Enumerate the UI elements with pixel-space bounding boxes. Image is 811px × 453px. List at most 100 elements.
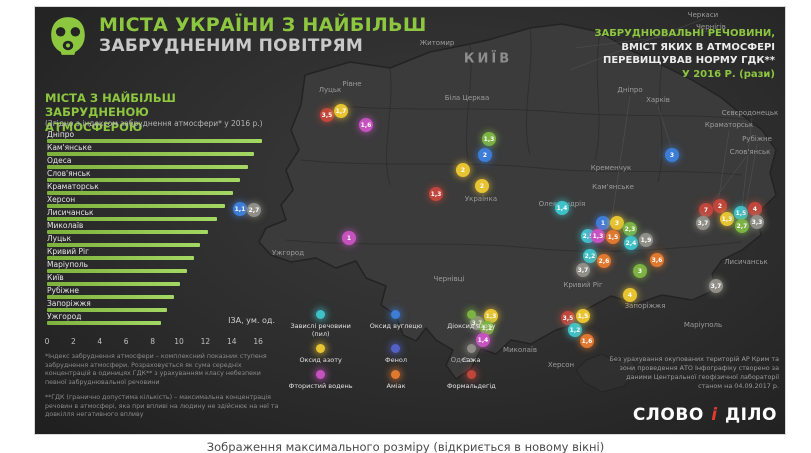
pollutant-bubble-ammonia: 3,6	[650, 253, 664, 267]
legend-item-phenol: Фенол	[362, 344, 429, 364]
legend-dot-co-icon	[391, 310, 401, 319]
bar-row: Маріуполь	[45, 261, 283, 273]
legend: Завислі речовини (пил) Оксид вуглецю Діокс…	[287, 310, 505, 391]
axis-tick: 6	[123, 337, 129, 346]
pollutant-bubble-no2: 1,3	[482, 132, 496, 146]
logo-word1: СЛОВО	[632, 405, 704, 425]
city-label: Маріуполь	[683, 321, 723, 329]
bar	[47, 165, 248, 169]
bar-row: Краматорськ	[45, 183, 283, 195]
page-title-line1: МІСТА УКРАЇНИ З НАЙБІЛЬШ	[99, 14, 427, 37]
bar-row: Київ	[45, 274, 283, 286]
bar	[47, 243, 201, 247]
pollutant-bubble-no: 1,5	[576, 309, 590, 323]
legend-label: Фенол	[385, 356, 407, 365]
source-note-line1: Без урахування окупованих територій АР К…	[609, 355, 779, 372]
city-label: Чернівці	[433, 275, 465, 283]
logo-word2: і	[711, 405, 718, 425]
map-heading-line2: ВМІСТ ЯКИХ В АТМОСФЕРІ	[621, 41, 775, 53]
city-label: Херсон	[547, 361, 575, 369]
bar	[47, 204, 226, 208]
bar-city-label: Запоріжжя	[47, 299, 91, 308]
pollutant-bubble-dust: 1,5	[734, 206, 748, 220]
bar-row: Рубіжне	[45, 287, 283, 299]
legend-item-no2: Діоксид азоту	[438, 310, 505, 338]
bar-city-label: Слов'янськ	[47, 169, 91, 178]
footnote-iza: *Індекс забруднення атмосфери – комплекс…	[45, 353, 267, 386]
axis-tick: 14	[227, 337, 237, 346]
legend-item-hf: Фтористий водень	[287, 370, 354, 390]
pollutant-bubble-dust: 1,4	[555, 201, 569, 215]
pollutant-bubble-no: 3	[610, 216, 624, 230]
bar	[47, 269, 187, 273]
legend-label: Сажа	[462, 356, 481, 365]
legend-dot-soot-icon	[466, 344, 476, 354]
city-label: Житомир	[419, 39, 455, 47]
legend-item-formaldehyde: Формальдегід	[438, 370, 505, 390]
city-label: Лисичанськ	[724, 258, 768, 266]
bar-city-label: Кам'янське	[47, 143, 92, 152]
ukraine-map-svg	[258, 18, 777, 393]
legend-item-dust: Завислі речовини (пил)	[287, 310, 354, 338]
pollutant-bubble-soot: 2,7	[247, 203, 261, 217]
pollutant-bubble-soot: 3,7	[709, 279, 723, 293]
city-label: Кременчук	[590, 164, 632, 172]
ukraine-outline	[258, 23, 777, 380]
pollutant-bubble-soot: 3,7	[696, 216, 710, 230]
pollutant-bubble-co: 1	[596, 216, 610, 230]
legend-item-no: Оксид азоту	[287, 344, 354, 364]
legend-dot-no2-icon	[466, 310, 476, 319]
bar-row: Луцьк	[45, 235, 283, 247]
legend-label: Аміак	[386, 382, 406, 391]
axis-tick: 0	[44, 337, 50, 346]
gas-mask-icon	[51, 17, 85, 55]
pollutant-bubble-no: 1,3	[484, 309, 498, 323]
legend-dot-no-icon	[316, 344, 326, 354]
pollutant-bubble-formaldehyde: 3,5	[561, 311, 575, 325]
city-label: Запоріжжя	[624, 302, 666, 310]
city-label: Чернігів	[696, 23, 726, 31]
bar-chart-title: МІСТА З НАЙБІЛЬШ ЗАБРУДНЕНОЮ АТМОСФЕРОЮ	[45, 91, 176, 134]
pollutant-bubble-formaldehyde: 2	[713, 199, 727, 213]
bar	[47, 191, 234, 195]
city-label: Біла Церква	[444, 94, 490, 102]
bar-row: Запоріжжя	[45, 300, 283, 312]
pollutant-bubble-ammonia: 1,5	[606, 230, 620, 244]
axis-tick: 16	[253, 337, 263, 346]
logo-word3: ДІЛО	[724, 405, 777, 425]
bar-city-label: Херсон	[47, 195, 76, 204]
bar	[47, 178, 240, 182]
ukraine-map: Луцьк Рівне Житомир КИЇВ Біла Церква Черкаси Ч…	[230, 10, 785, 420]
axis-tick: 4	[97, 337, 103, 346]
pollutant-bubble-no: 2	[475, 179, 489, 193]
legend-label: Фтористий водень	[288, 382, 353, 391]
pollutant-bubble-formaldehyde: 3,5	[320, 108, 334, 122]
city-label: Кам'янське	[592, 183, 634, 191]
legend-label: Діоксид азоту	[447, 322, 496, 330]
pollutant-bubble-formaldehyde: 1,3	[429, 187, 443, 201]
bar	[47, 256, 194, 260]
city-label: Кривий Ріг	[563, 281, 603, 289]
pollutant-bubble-co: 1,1	[233, 202, 247, 216]
header: МІСТА УКРАЇНИ З НАЙБІЛЬШ ЗАБРУДНЕНИМ ПОВ…	[47, 14, 427, 57]
full-size-image-link[interactable]: Зображення максимального розміру (відкри…	[206, 440, 605, 453]
pollutant-bubble-formaldehyde: 7	[699, 203, 713, 217]
legend-label: Оксид вуглецю	[369, 322, 423, 330]
legend-item-soot: Сажа	[438, 344, 505, 364]
legend-dot-ammonia-icon	[391, 370, 401, 380]
bar-city-label: Рубіжне	[47, 286, 79, 295]
city-label: Українка	[464, 195, 498, 203]
legend-label: Формальдегід	[446, 382, 496, 391]
pollutant-bubble-hf: 1,4	[476, 333, 490, 347]
pollutant-bubble-no2: 2,3	[623, 222, 637, 236]
pollutant-bubble-formaldehyde: 4	[748, 202, 762, 216]
map-heading-line3: ПЕРЕВИЩУВАВ НОРМУ ГДК**	[602, 55, 775, 66]
bar-row: Лисичанськ	[45, 209, 283, 221]
pollutant-bubble-no: 4	[623, 288, 637, 302]
axis-tick: 2	[71, 337, 76, 346]
pollutant-bubble-dust: 2,4	[624, 236, 638, 250]
legend-item-co: Оксид вуглецю	[362, 310, 429, 338]
bar-city-label: Київ	[47, 273, 64, 282]
region-borders	[285, 27, 751, 252]
bar	[47, 139, 263, 143]
